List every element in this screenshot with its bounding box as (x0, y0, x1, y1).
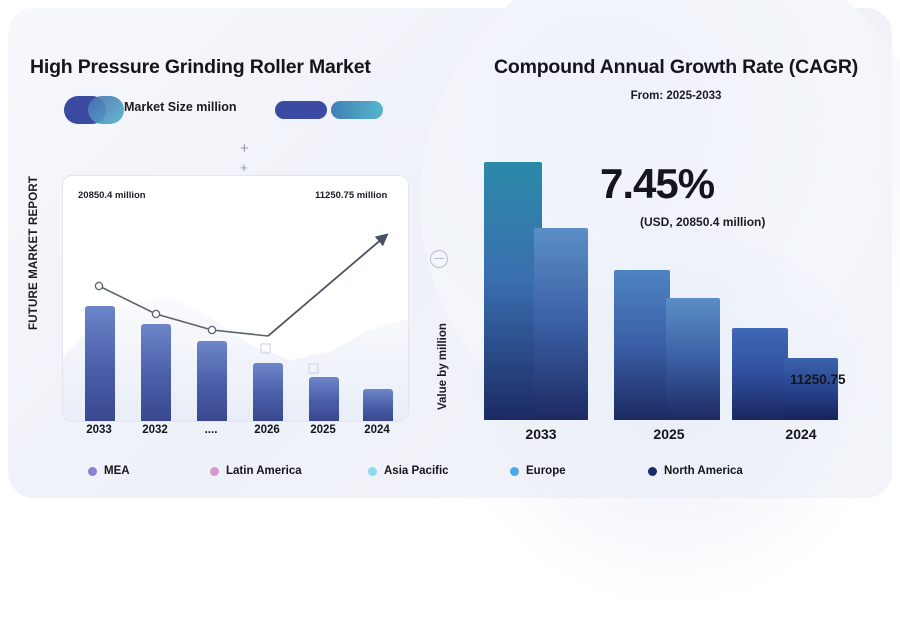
plus-icon-small: + (240, 160, 248, 175)
rbar-2024-primary (732, 328, 788, 420)
rbar-2025-primary (614, 270, 670, 420)
x-tick-2032: 2032 (142, 424, 168, 436)
legend-item-latin-america: Latin America (210, 465, 302, 477)
cagr-note: (USD, 20850.4 million) (640, 215, 766, 229)
region-legend: MEA Latin America Asia Pacific Europe No… (78, 465, 798, 485)
legend-label-latin-america: Latin America (226, 465, 302, 477)
bar-dots (197, 341, 227, 421)
rbar-2024-secondary (784, 358, 838, 420)
right-y-axis-label: Value by million (437, 323, 449, 410)
rbar-2033-secondary (534, 228, 588, 420)
screenshot-root: High Pressure Grinding Roller Market Mar… (8, 0, 900, 626)
bar-2026 (253, 363, 283, 421)
legend-item-north-america: North America (648, 465, 743, 477)
plus-icon-large: + (240, 140, 249, 157)
legend-item-mea: MEA (88, 465, 130, 477)
right-chart-title: Compound Annual Growth Rate (CAGR) (493, 56, 859, 78)
x-tick-2026: 2026 (254, 424, 280, 436)
left-chart-card (62, 175, 409, 422)
legend-swatch-secondary (88, 96, 124, 124)
legend-label-asia-pacific: Asia Pacific (384, 465, 449, 477)
right-bars (466, 150, 886, 420)
legend-label-mea: MEA (104, 465, 130, 477)
right-x-tick-2024: 2024 (785, 426, 817, 442)
x-tick-2033: 2033 (86, 424, 112, 436)
cagr-value: 7.45% (600, 160, 715, 207)
x-tick-2024: 2024 (364, 424, 390, 436)
legend-label-north-america: North America (664, 465, 743, 477)
market-size-legend-label: Market Size million (124, 100, 237, 114)
left-chart-title: High Pressure Grinding Roller Market (30, 56, 371, 78)
x-tick-2025: 2025 (310, 424, 336, 436)
left-annotation-end: 11250.75 million (315, 190, 388, 201)
right-x-axis: 2033 2025 2024 (466, 426, 886, 448)
left-bars (63, 176, 408, 421)
legend-dot-mea (88, 466, 97, 476)
left-y-axis-label: FUTURE MARKET REPORT (28, 175, 40, 330)
legend-bar-icon-1 (275, 101, 327, 119)
legend-item-europe: Europe (510, 465, 566, 477)
left-annotation-start: 20850.4 million (78, 190, 146, 201)
legend-bar-icons (275, 101, 385, 119)
bar-2033 (85, 306, 115, 421)
right-x-tick-2033: 2033 (525, 426, 557, 442)
right-x-tick-2025: 2025 (653, 426, 685, 442)
legend-item-asia-pacific: Asia Pacific (368, 465, 449, 477)
right-value-annotation: 11250.75 (790, 372, 846, 387)
rbar-2025-secondary (666, 298, 720, 420)
x-tick-dots: .... (204, 424, 218, 436)
market-size-legend-swatch (64, 96, 124, 124)
bar-2024 (363, 389, 393, 421)
legend-dot-europe (510, 466, 519, 476)
legend-dot-asia-pacific (368, 466, 377, 476)
minus-circle-icon (430, 250, 448, 268)
bar-2032 (141, 324, 171, 421)
legend-label-europe: Europe (526, 465, 566, 477)
trend-line-overlay (94, 233, 389, 374)
legend-dot-latin-america (210, 466, 219, 476)
rbar-2033-primary (484, 162, 542, 420)
bar-2025 (309, 377, 339, 421)
right-chart-subtitle: From: 2025-2033 (630, 90, 722, 102)
legend-dot-north-america (648, 466, 657, 476)
left-x-axis: 2033 2032 .... 2026 2025 2024 (62, 424, 407, 444)
legend-bar-icon-2 (331, 101, 383, 119)
